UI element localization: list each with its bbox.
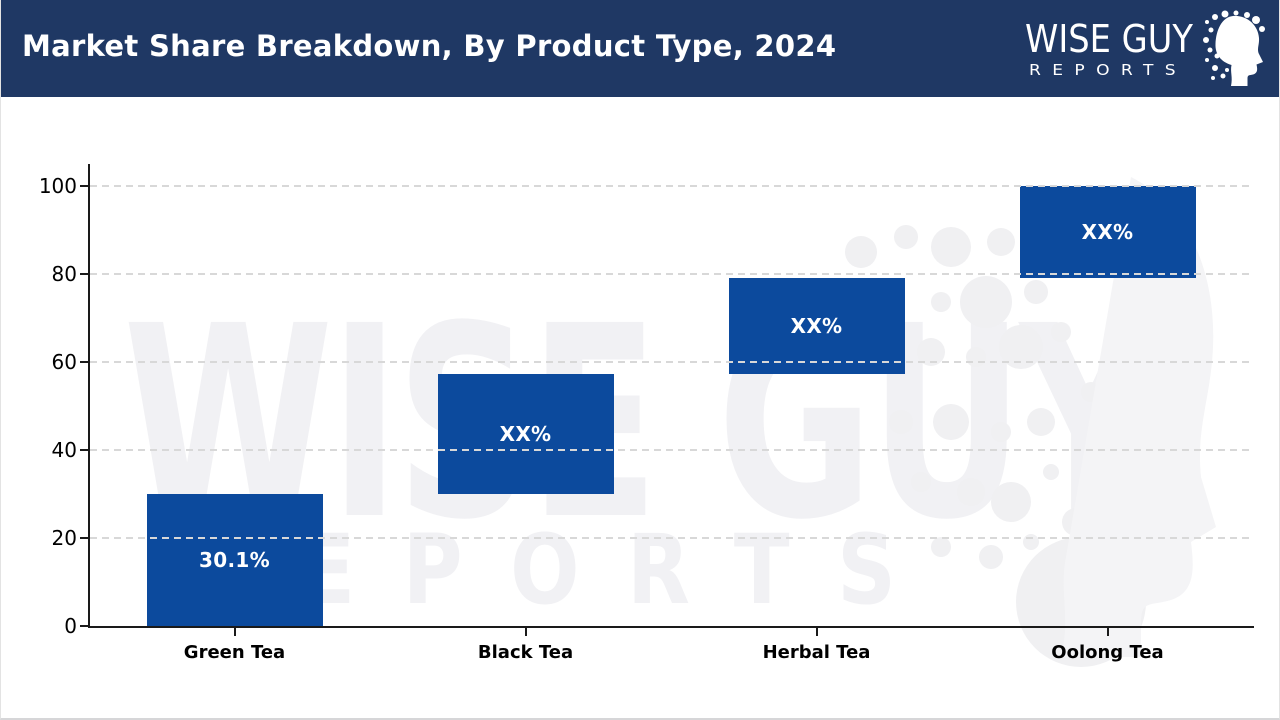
chart-area: WISE GUY REPORTS 0 20 40 60 80 100 30.1% Green …: [1, 97, 1279, 718]
bar-value-label: XX%: [790, 313, 843, 338]
x-category-label: Herbal Tea: [762, 642, 871, 663]
y-tick-80: [80, 273, 89, 275]
gridline-80: [90, 273, 1254, 275]
y-tick-label-0: 0: [64, 614, 77, 638]
gridline-60: [90, 361, 1254, 363]
logo-face-icon: [1203, 10, 1265, 87]
y-tick-40: [80, 449, 89, 451]
logo-wordmark: WISE GUY: [1025, 17, 1194, 61]
y-tick-label-60: 60: [51, 350, 77, 374]
bar-value-label: 30.1%: [199, 547, 270, 572]
x-tick-3: [815, 627, 818, 636]
gridline-100: [90, 185, 1254, 187]
x-tick-4: [1106, 627, 1109, 636]
x-category-label: Oolong Tea: [1051, 642, 1164, 663]
x-tick-1: [233, 627, 236, 636]
bar-oolong-tea: XX%: [1019, 186, 1196, 278]
x-category-label: Black Tea: [477, 642, 574, 663]
y-tick-0: [80, 625, 89, 627]
gridline-20: [90, 537, 1254, 539]
y-tick-label-80: 80: [51, 262, 77, 286]
y-tick-100: [80, 185, 89, 187]
x-axis-spine: [88, 626, 1254, 628]
bar-value-label: XX%: [1081, 219, 1134, 244]
gridline-40: [90, 449, 1254, 451]
bar-black-tea: XX%: [437, 373, 614, 494]
y-tick-label-20: 20: [51, 526, 77, 550]
y-tick-label-100: 100: [38, 174, 77, 198]
x-category-label: Green Tea: [183, 642, 286, 663]
chart-title: Market Share Breakdown, By Product Type,…: [22, 28, 837, 63]
bar-green-tea: 30.1%: [146, 493, 323, 626]
bar-herbal-tea: XX%: [728, 277, 905, 374]
y-tick-20: [80, 537, 89, 539]
y-tick-label-40: 40: [51, 438, 77, 462]
bar-value-label: XX%: [499, 421, 552, 446]
header-band: Market Share Breakdown, By Product Type,…: [1, 0, 1279, 97]
y-axis-spine: [88, 164, 90, 628]
y-tick-60: [80, 361, 89, 363]
wiseguy-logo: WISE GUY REPORTS: [1025, 10, 1265, 87]
x-tick-2: [524, 627, 527, 636]
logo-subtext: REPORTS: [1029, 61, 1187, 79]
